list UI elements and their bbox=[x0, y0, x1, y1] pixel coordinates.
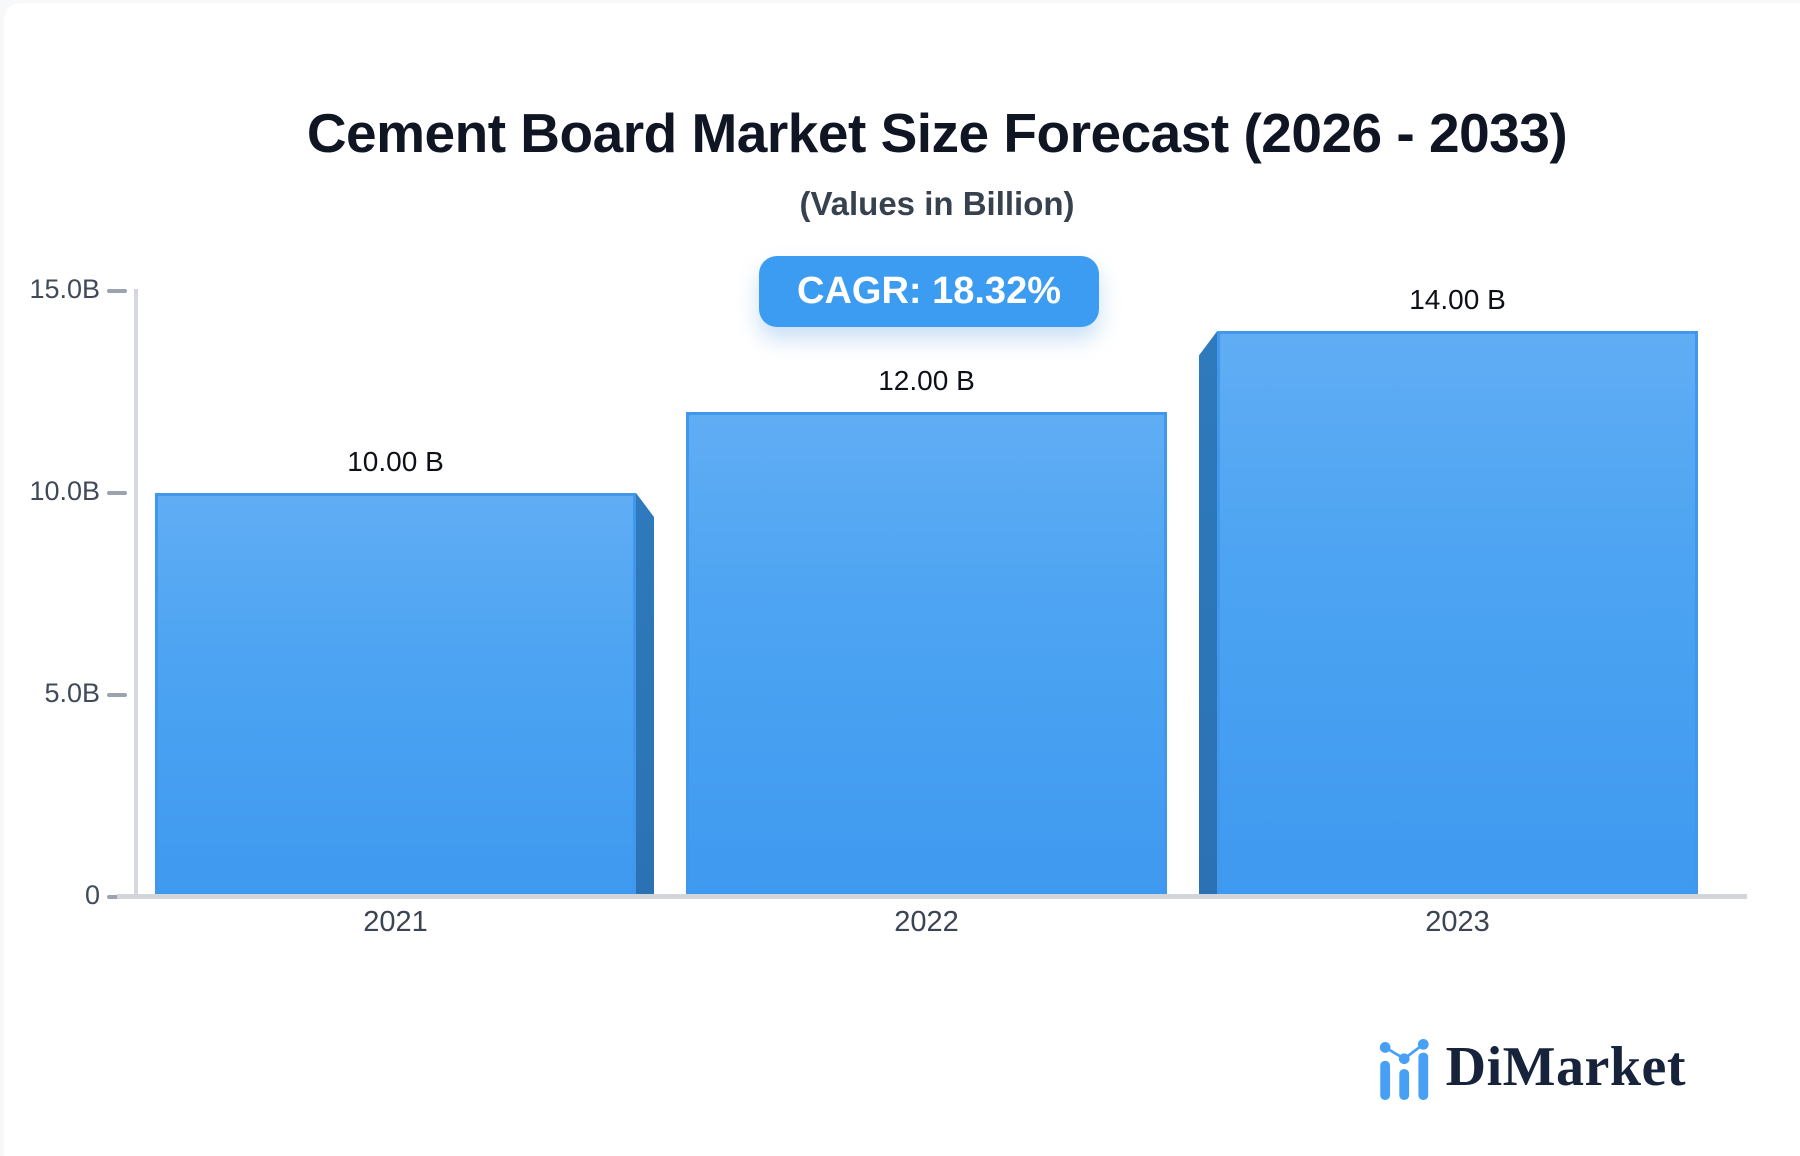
bar-3d-side bbox=[1199, 331, 1217, 897]
bar-3d-side bbox=[636, 493, 654, 897]
chart-title: Cement Board Market Size Forecast (2026 … bbox=[306, 102, 1568, 164]
bar-2022 bbox=[686, 412, 1167, 897]
bar-2021 bbox=[155, 493, 636, 897]
bar-line-chart-icon bbox=[1379, 1038, 1429, 1100]
x-axis-label: 2022 bbox=[894, 906, 959, 938]
bar-value-label: 12.00 B bbox=[878, 365, 975, 397]
x-axis-label: 2021 bbox=[363, 906, 428, 938]
x-axis-line bbox=[117, 894, 1747, 899]
y-tick-mark bbox=[107, 289, 127, 293]
chart-card: Cement Board Market Size Forecast (2026 … bbox=[4, 3, 1800, 1156]
x-axis-label: 2023 bbox=[1425, 906, 1490, 938]
logo-wordmark: DiMarket bbox=[1445, 1036, 1686, 1098]
cagr-badge: CAGR: 18.32% bbox=[759, 256, 1099, 327]
bar-2023 bbox=[1217, 331, 1698, 897]
dimarket-logo: DiMarket bbox=[1378, 1034, 1686, 1100]
y-tick-mark bbox=[107, 491, 127, 495]
bar-value-label: 10.00 B bbox=[347, 446, 444, 477]
y-tick-label: 10.0B bbox=[29, 476, 100, 506]
y-axis-line bbox=[134, 289, 138, 897]
y-tick-label: 5.0B bbox=[44, 678, 100, 708]
y-tick-mark bbox=[107, 693, 127, 697]
chart-subtitle: (Values in Billion) bbox=[799, 185, 1075, 222]
bar-value-label: 14.00 B bbox=[1409, 284, 1506, 316]
y-tick-label: 0 bbox=[84, 880, 100, 910]
y-tick-label: 15.0B bbox=[29, 274, 100, 304]
